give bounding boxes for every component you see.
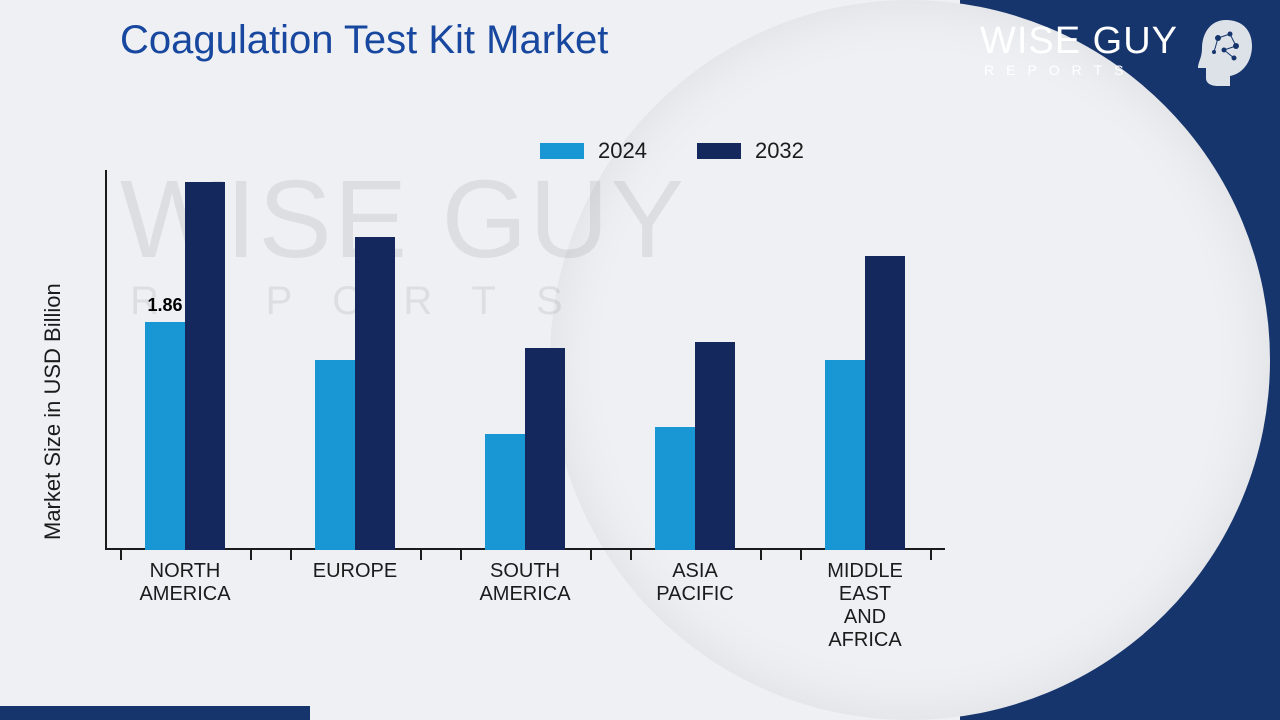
x-tick bbox=[460, 550, 462, 560]
x-tick bbox=[760, 550, 762, 560]
bar bbox=[525, 348, 565, 550]
y-axis-label: Market Size in USD Billion bbox=[40, 283, 66, 540]
chart-plot-area: 1.86 bbox=[105, 170, 945, 550]
chart-title: Coagulation Test Kit Market bbox=[120, 18, 608, 63]
bar bbox=[145, 322, 185, 550]
x-tick bbox=[930, 550, 932, 560]
bar-value-label: 1.86 bbox=[147, 295, 182, 316]
x-axis-label: MIDDLE EAST AND AFRICA bbox=[827, 560, 903, 652]
legend-label-2032: 2032 bbox=[755, 138, 804, 164]
x-tick bbox=[800, 550, 802, 560]
bar-group bbox=[145, 182, 225, 550]
legend-swatch-2024 bbox=[540, 143, 584, 159]
x-axis-label: ASIA PACIFIC bbox=[656, 560, 733, 606]
x-tick bbox=[290, 550, 292, 560]
bar bbox=[695, 342, 735, 550]
bar bbox=[185, 182, 225, 550]
x-axis-label: EUROPE bbox=[313, 560, 397, 583]
x-axis-label: SOUTH AMERICA bbox=[479, 560, 570, 606]
legend-item-2032: 2032 bbox=[697, 138, 804, 164]
bar bbox=[355, 237, 395, 550]
x-tick bbox=[250, 550, 252, 560]
bar bbox=[485, 434, 525, 550]
bar bbox=[315, 360, 355, 550]
bar-group bbox=[655, 342, 735, 550]
legend-label-2024: 2024 bbox=[598, 138, 647, 164]
bottom-accent-bar bbox=[0, 706, 310, 720]
bar-group bbox=[485, 348, 565, 550]
bar bbox=[655, 427, 695, 550]
x-tick bbox=[420, 550, 422, 560]
x-tick bbox=[630, 550, 632, 560]
y-axis-line bbox=[105, 170, 107, 550]
bar-group bbox=[315, 237, 395, 550]
x-axis-label: NORTH AMERICA bbox=[139, 560, 230, 606]
bar bbox=[825, 360, 865, 550]
bar bbox=[865, 256, 905, 550]
bar-group bbox=[825, 256, 905, 550]
x-tick bbox=[590, 550, 592, 560]
legend-swatch-2032 bbox=[697, 143, 741, 159]
legend: 2024 2032 bbox=[540, 138, 804, 164]
x-tick bbox=[120, 550, 122, 560]
brand-logo: WISE GUY REPORTS bbox=[980, 22, 1250, 78]
brain-head-icon bbox=[1196, 18, 1256, 88]
legend-item-2024: 2024 bbox=[540, 138, 647, 164]
